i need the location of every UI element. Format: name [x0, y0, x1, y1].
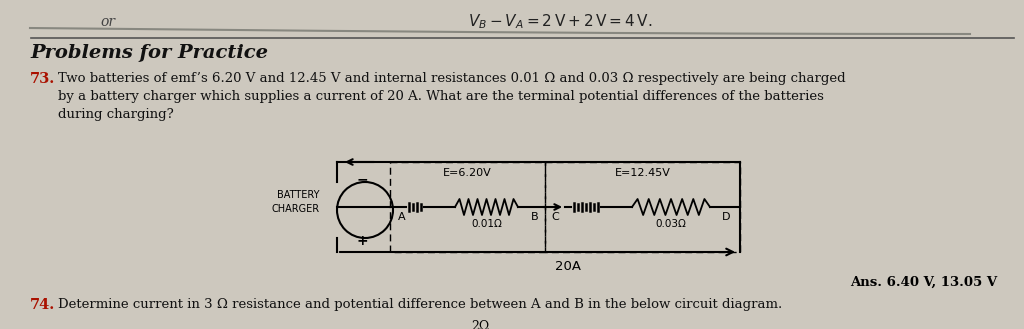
Text: 73.: 73.	[30, 72, 55, 86]
Text: $V_B - V_A = 2\,\mathrm{V} + 2\,\mathrm{V} = 4\,\mathrm{V}.$: $V_B - V_A = 2\,\mathrm{V} + 2\,\mathrm{…	[468, 12, 652, 31]
Text: by a battery charger which supplies a current of 20 A. What are the terminal pot: by a battery charger which supplies a cu…	[58, 90, 824, 103]
Text: 0.01Ω: 0.01Ω	[471, 219, 502, 229]
Text: A: A	[398, 212, 406, 222]
Text: Determine current in 3 Ω resistance and potential difference between A and B in : Determine current in 3 Ω resistance and …	[58, 298, 782, 311]
Text: E=6.20V: E=6.20V	[443, 168, 492, 178]
Text: 20A: 20A	[555, 260, 582, 273]
Text: during charging?: during charging?	[58, 108, 174, 121]
Text: or: or	[100, 15, 115, 29]
Text: E=12.45V: E=12.45V	[614, 168, 671, 178]
Text: Ans. 6.40 V, 13.05 V: Ans. 6.40 V, 13.05 V	[850, 276, 997, 289]
Text: B: B	[531, 212, 539, 222]
Text: 2Ω: 2Ω	[471, 320, 489, 329]
Text: 0.03Ω: 0.03Ω	[655, 219, 686, 229]
Text: +: +	[356, 234, 368, 248]
Text: D: D	[722, 212, 730, 222]
Text: Problems for Practice: Problems for Practice	[30, 44, 268, 62]
Text: C: C	[551, 212, 559, 222]
Text: 74.: 74.	[30, 298, 55, 312]
Bar	[545, 162, 740, 252]
Text: −: −	[356, 172, 368, 186]
Text: BATTERY
CHARGER: BATTERY CHARGER	[272, 190, 319, 214]
Bar	[390, 162, 545, 252]
Text: Two batteries of emf’s 6.20 V and 12.45 V and internal resistances 0.01 Ω and 0.: Two batteries of emf’s 6.20 V and 12.45 …	[58, 72, 846, 85]
